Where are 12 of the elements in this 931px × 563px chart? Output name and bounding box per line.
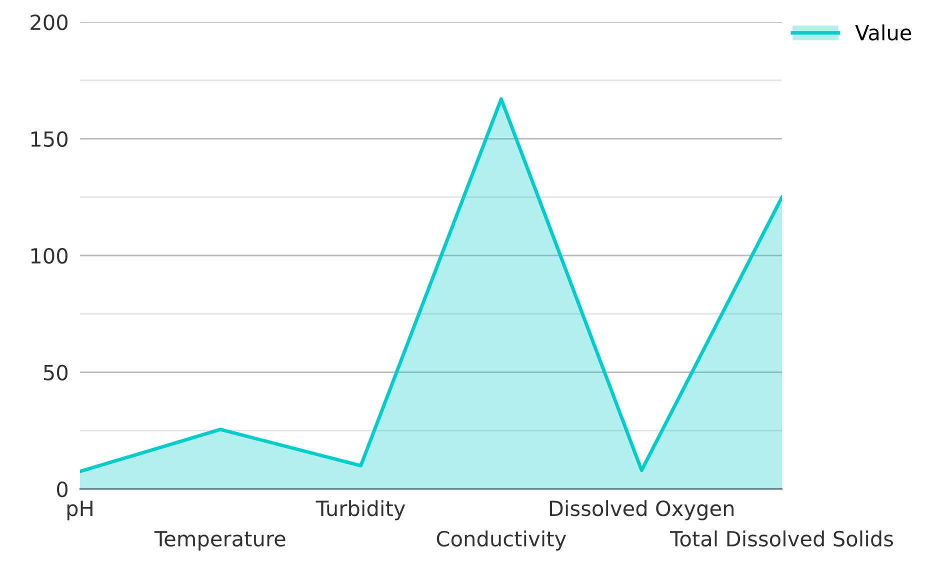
- y-tick-label: 100: [31, 248, 68, 264]
- x-tick-label: Temperature: [154, 531, 286, 551]
- y-tick-label: 0: [57, 481, 68, 498]
- y-tick-label: 200: [30, 14, 68, 30]
- y-tick-label: 150: [31, 131, 68, 147]
- x-tick-label: Dissolved Oxygen: [550, 500, 734, 520]
- x-tick-label: pH: [67, 500, 92, 520]
- legend-label: Value: [855, 24, 912, 41]
- x-tick-label: Total Dissolved Solids: [670, 530, 893, 547]
- y-tick-label: 50: [44, 364, 68, 380]
- x-tick-label: Turbidity: [316, 500, 406, 520]
- x-tick-label: Conductivity: [436, 530, 566, 551]
